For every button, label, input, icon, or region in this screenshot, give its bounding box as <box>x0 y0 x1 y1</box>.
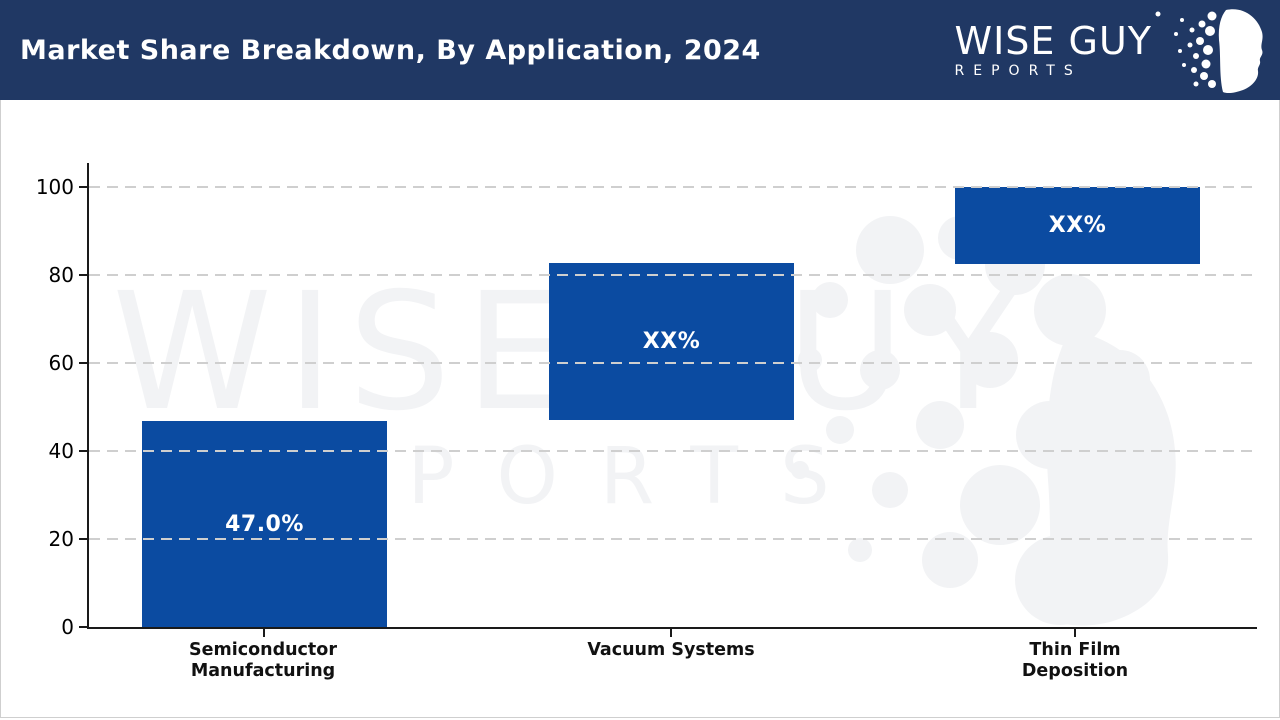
wise-guy-reports-logo: WISE GUY REPORTS <box>955 4 1280 96</box>
bar-semiconductor-manufacturing: 47.0% <box>142 421 387 627</box>
gridline-100 <box>89 186 1252 188</box>
y-tick-label-0: 0 <box>61 615 74 639</box>
y-tick-80 <box>79 274 87 276</box>
bar-value-label: 47.0% <box>225 511 304 537</box>
x-category-label: Thin Film Deposition <box>1021 640 1129 682</box>
y-tick-label-100: 100 <box>35 175 74 199</box>
y-axis-line <box>87 163 89 629</box>
logo-wordmark: WISE GUY <box>954 18 1152 63</box>
gridline-40 <box>89 450 1252 452</box>
bar-vacuum-systems: XX% <box>549 263 794 420</box>
y-tick-0 <box>79 626 87 628</box>
x-axis-line <box>87 627 1257 629</box>
y-tick-60 <box>79 362 87 364</box>
y-tick-label-80: 80 <box>48 263 74 287</box>
y-tick-label-40: 40 <box>48 439 74 463</box>
bar-value-label: XX% <box>1048 213 1107 238</box>
x-tick-vacuum <box>670 629 672 637</box>
y-tick-label-60: 60 <box>48 351 74 375</box>
bar-thin-film-deposition: XX% <box>955 187 1200 264</box>
header-bar: Market Share Breakdown, By Application, … <box>0 0 1280 100</box>
gridline-20 <box>89 538 1252 540</box>
x-category-label: Semiconductor Manufacturing <box>189 640 337 682</box>
page-title: Market Share Breakdown, By Application, … <box>20 34 761 66</box>
gridline-60 <box>89 362 1252 364</box>
bar-value-label: XX% <box>642 329 701 354</box>
y-tick-label-20: 20 <box>48 527 74 551</box>
y-tick-40 <box>79 450 87 452</box>
x-category-label: Vacuum Systems <box>587 640 755 660</box>
watermark-face-icon <box>791 216 1176 626</box>
y-tick-100 <box>79 186 87 188</box>
logo-subtitle: REPORTS <box>954 62 1082 79</box>
x-tick-thin-film <box>1074 629 1076 637</box>
y-tick-20 <box>79 538 87 540</box>
x-tick-semiconductor <box>263 629 265 637</box>
logo-face-icon <box>1155 9 1263 94</box>
gridline-80 <box>89 274 1252 276</box>
